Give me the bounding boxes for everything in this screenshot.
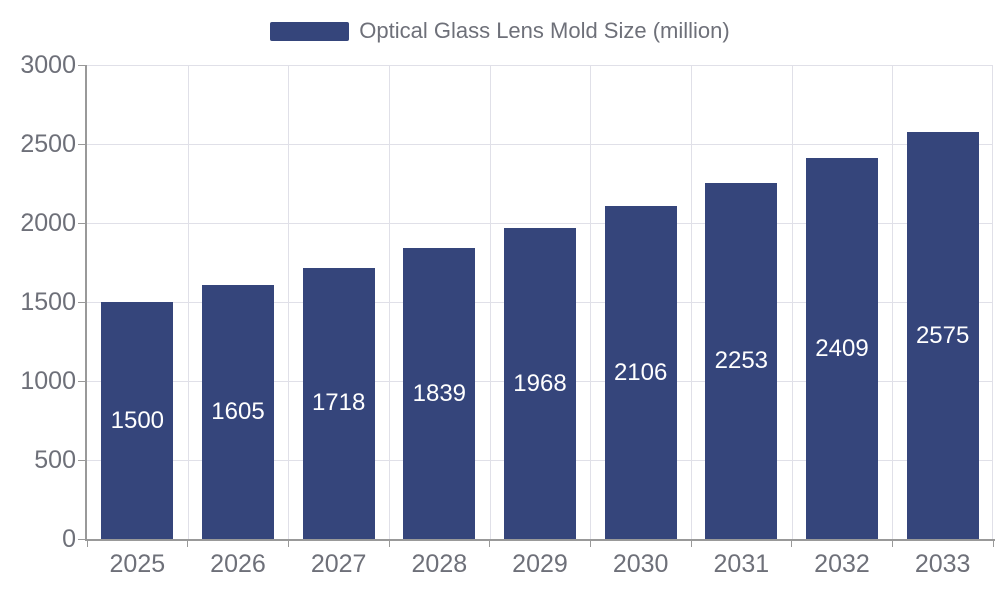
bar-value-label: 1718	[311, 389, 366, 417]
y-tick-label: 1000	[20, 367, 76, 395]
y-tick-mark	[78, 222, 85, 224]
bar[interactable]: 2409	[806, 158, 878, 539]
gridline-vertical	[590, 65, 592, 539]
x-tick-label: 2031	[713, 550, 770, 578]
x-tick-mark	[489, 539, 491, 547]
y-tick-mark	[78, 143, 85, 145]
bar-value-label: 2575	[915, 321, 970, 349]
bar-value-label: 1968	[513, 369, 567, 397]
gridline-vertical	[389, 65, 390, 539]
gridline-vertical	[187, 65, 189, 539]
gridline-horizontal	[87, 143, 993, 145]
y-tick-mark	[78, 538, 85, 540]
gridline-vertical	[288, 65, 290, 539]
x-tick-mark	[589, 539, 591, 547]
gridline-horizontal	[87, 222, 993, 224]
x-tick-label: 2033	[914, 550, 971, 578]
gridline-vertical	[992, 65, 993, 539]
bar-value-label: 1839	[412, 379, 467, 407]
y-tick-label: 1500	[20, 288, 76, 316]
x-tick-label: 2028	[411, 550, 468, 578]
x-tick-label: 2032	[814, 550, 870, 578]
bar[interactable]: 2106	[604, 206, 677, 539]
x-tick-label: 2025	[109, 550, 166, 578]
gridline-horizontal	[87, 64, 993, 66]
x-tick-label: 2029	[512, 550, 568, 578]
y-tick-label: 500	[34, 446, 76, 474]
legend[interactable]: Optical Glass Lens Mold Size (million)	[0, 18, 1000, 44]
x-tick-mark	[388, 539, 390, 547]
bar-value-label: 1605	[211, 398, 265, 426]
x-tick-mark	[992, 539, 994, 547]
gridline-vertical	[691, 65, 692, 539]
x-tick-mark	[791, 539, 793, 547]
x-tick-mark	[891, 539, 893, 547]
bar[interactable]: 1839	[403, 248, 476, 539]
x-tick-mark	[86, 539, 88, 547]
bar[interactable]: 1968	[504, 228, 576, 539]
y-tick-mark	[78, 64, 85, 66]
bar[interactable]: 2575	[906, 132, 979, 539]
legend-label: Optical Glass Lens Mold Size (million)	[359, 18, 730, 43]
x-tick-label: 2027	[310, 550, 367, 578]
y-tick-mark	[78, 301, 85, 303]
gridline-vertical	[489, 65, 491, 539]
bar[interactable]: 2253	[705, 183, 778, 539]
plot-area: 0 500 1000 1500 2000 2500 3000 1500 1605 1718 1839…	[20, 51, 995, 578]
bar-value-label: 2253	[714, 347, 769, 375]
y-axis-line	[85, 65, 87, 539]
x-tick-mark	[187, 539, 189, 547]
bar-value-label: 2106	[613, 358, 668, 386]
legend-swatch	[270, 21, 350, 41]
gridline-vertical	[892, 65, 894, 539]
y-tick-mark	[78, 459, 85, 461]
bar[interactable]: 1718	[302, 267, 375, 539]
x-tick-mark	[287, 539, 289, 547]
y-tick-label: 3000	[20, 51, 76, 79]
x-tick-label: 2026	[210, 550, 266, 578]
y-tick-label: 2000	[20, 209, 76, 237]
gridline-vertical	[791, 65, 793, 539]
bar-value-label: 1500	[110, 406, 165, 434]
y-tick-label: 0	[62, 525, 76, 553]
bar-value-label: 2409	[815, 334, 869, 362]
x-tick-mark	[690, 539, 692, 547]
bar[interactable]: 1500	[101, 302, 174, 539]
x-axis-line	[85, 539, 995, 541]
x-tick-label: 2030	[612, 550, 669, 578]
y-tick-mark	[78, 380, 85, 382]
y-tick-label: 2500	[20, 130, 76, 158]
bar[interactable]: 1605	[202, 285, 274, 539]
